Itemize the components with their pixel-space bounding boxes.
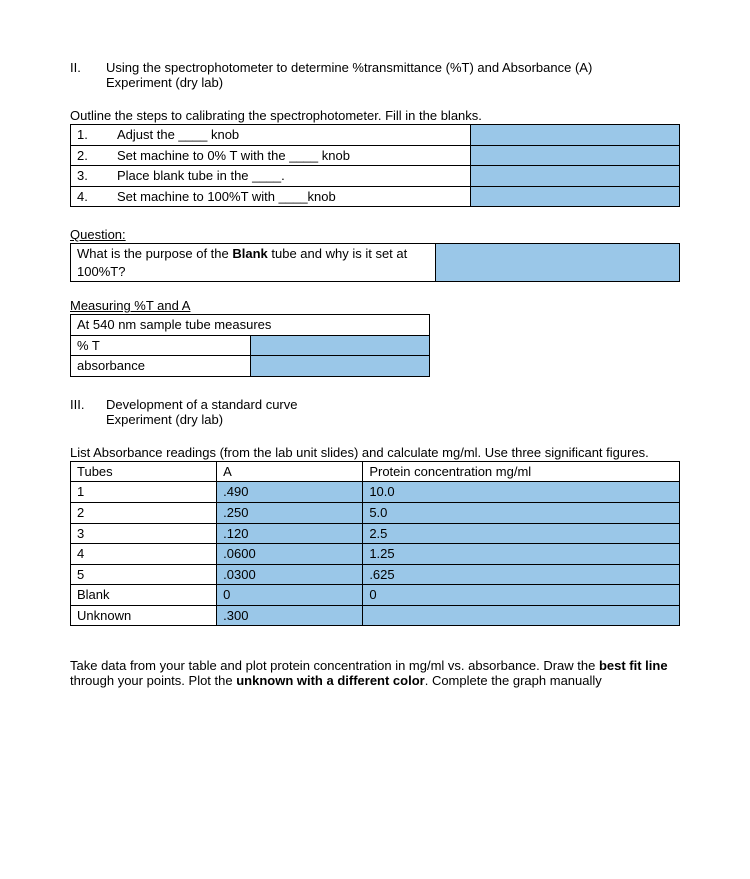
tube-cell: 4 — [71, 544, 217, 565]
absorbance-table: Tubes A Protein concentration mg/ml 1 .4… — [70, 461, 680, 626]
a-cell: .0300 — [217, 564, 363, 585]
tube-cell: 2 — [71, 503, 217, 524]
table-row: What is the purpose of the Blank tube an… — [71, 244, 680, 282]
answer-cell[interactable] — [250, 335, 430, 356]
measuring-label-cell: % T — [71, 335, 251, 356]
a-cell: .300 — [217, 605, 363, 626]
table-row: 3.Place blank tube in the ____. — [71, 166, 680, 187]
worksheet-page: II. Using the spectrophotometer to deter… — [0, 0, 750, 748]
header-tubes: Tubes — [71, 461, 217, 482]
table-row: 1.Adjust the ____ knob — [71, 125, 680, 146]
measuring-header-cell: At 540 nm sample tube measures — [71, 315, 430, 336]
tube-cell: 3 — [71, 523, 217, 544]
question-table: What is the purpose of the Blank tube an… — [70, 243, 680, 282]
section-3-title-line2: Experiment (dry lab) — [106, 412, 680, 427]
table-row: 2 .250 5.0 — [71, 503, 680, 524]
step-cell: 1.Adjust the ____ knob — [71, 125, 471, 146]
table-row: 4 .0600 1.25 — [71, 544, 680, 565]
a-cell: .490 — [217, 482, 363, 503]
section-2-header: II. Using the spectrophotometer to deter… — [70, 60, 680, 90]
step-text: Set machine to 100%T with ____knob — [117, 189, 336, 204]
a-cell: .120 — [217, 523, 363, 544]
table-row: absorbance — [71, 356, 430, 377]
step-cell: 2.Set machine to 0% T with the ____ knob — [71, 145, 471, 166]
step-text: Adjust the ____ knob — [117, 127, 239, 142]
table-row: Unknown .300 — [71, 605, 680, 626]
final-instructions: Take data from your table and plot prote… — [70, 658, 680, 688]
a-cell: .250 — [217, 503, 363, 524]
steps-table: 1.Adjust the ____ knob 2.Set machine to … — [70, 124, 680, 207]
step-num: 1. — [77, 126, 117, 144]
table-row: Blank 0 0 — [71, 585, 680, 606]
measuring-label: Measuring %T and A — [70, 298, 680, 313]
section-2-roman: II. — [70, 60, 106, 90]
section-3-title: Development of a standard curve Experime… — [106, 397, 680, 427]
header-a: A — [217, 461, 363, 482]
table-row: At 540 nm sample tube measures — [71, 315, 430, 336]
measuring-table: At 540 nm sample tube measures % T absor… — [70, 314, 430, 377]
table-row: 1 .490 10.0 — [71, 482, 680, 503]
conc-cell: 0 — [363, 585, 680, 606]
answer-cell[interactable] — [436, 244, 680, 282]
section-3-header: III. Development of a standard curve Exp… — [70, 397, 680, 427]
tube-cell: Unknown — [71, 605, 217, 626]
tube-cell: 5 — [71, 564, 217, 585]
a-cell: 0 — [217, 585, 363, 606]
question-text-cell: What is the purpose of the Blank tube an… — [71, 244, 436, 282]
tube-cell: Blank — [71, 585, 217, 606]
final-b1: best fit line — [599, 658, 668, 673]
final-b2: unknown with a different color — [236, 673, 425, 688]
final-post: . Complete the graph manually — [425, 673, 602, 688]
section-2-title-line2: Experiment (dry lab) — [106, 75, 680, 90]
question-label: Question: — [70, 227, 680, 242]
step-cell: 3.Place blank tube in the ____. — [71, 166, 471, 187]
tube-cell: 1 — [71, 482, 217, 503]
conc-cell[interactable] — [363, 605, 680, 626]
answer-cell[interactable] — [250, 356, 430, 377]
conc-cell: .625 — [363, 564, 680, 585]
final-mid: through your points. Plot the — [70, 673, 236, 688]
step-num: 3. — [77, 167, 117, 185]
conc-cell: 10.0 — [363, 482, 680, 503]
step-cell: 4.Set machine to 100%T with ____knob — [71, 186, 471, 207]
table-row: Tubes A Protein concentration mg/ml — [71, 461, 680, 482]
table-row: 5 .0300 .625 — [71, 564, 680, 585]
conc-cell: 5.0 — [363, 503, 680, 524]
table-row: 4.Set machine to 100%T with ____knob — [71, 186, 680, 207]
answer-cell[interactable] — [471, 166, 680, 187]
q-bold: Blank — [232, 246, 267, 261]
step-num: 4. — [77, 188, 117, 206]
abs-table-caption: List Absorbance readings (from the lab u… — [70, 445, 680, 460]
section-2-title-line1: Using the spectrophotometer to determine… — [106, 60, 680, 75]
table-row: 2.Set machine to 0% T with the ____ knob — [71, 145, 680, 166]
final-pre: Take data from your table and plot prote… — [70, 658, 599, 673]
section-2-title: Using the spectrophotometer to determine… — [106, 60, 680, 90]
conc-cell: 2.5 — [363, 523, 680, 544]
step-text: Place blank tube in the ____. — [117, 168, 285, 183]
answer-cell[interactable] — [471, 125, 680, 146]
answer-cell[interactable] — [471, 145, 680, 166]
a-cell: .0600 — [217, 544, 363, 565]
header-conc: Protein concentration mg/ml — [363, 461, 680, 482]
measuring-label-cell: absorbance — [71, 356, 251, 377]
step-num: 2. — [77, 147, 117, 165]
section-3-roman: III. — [70, 397, 106, 427]
answer-cell[interactable] — [471, 186, 680, 207]
q-pre: What is the purpose of the — [77, 246, 232, 261]
step-text: Set machine to 0% T with the ____ knob — [117, 148, 350, 163]
steps-caption: Outline the steps to calibrating the spe… — [70, 108, 680, 123]
section-3-title-line1: Development of a standard curve — [106, 397, 680, 412]
table-row: % T — [71, 335, 430, 356]
table-row: 3 .120 2.5 — [71, 523, 680, 544]
conc-cell: 1.25 — [363, 544, 680, 565]
